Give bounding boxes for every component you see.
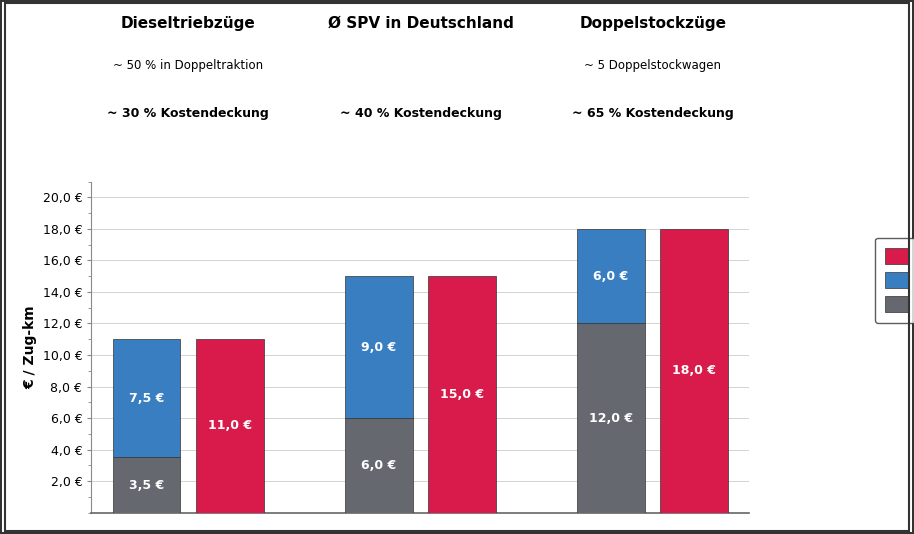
Text: Doppelstockzüge: Doppelstockzüge [579, 16, 727, 31]
Text: 12,0 €: 12,0 € [589, 412, 633, 425]
Text: 6,0 €: 6,0 € [361, 459, 397, 472]
Bar [196, 339, 263, 513]
Text: 3,5 €: 3,5 € [129, 478, 165, 492]
Text: Ø SPV in Deutschland: Ø SPV in Deutschland [327, 16, 514, 31]
Bar [578, 324, 645, 513]
Text: ~ 50 % in Doppeltraktion: ~ 50 % in Doppeltraktion [113, 59, 263, 72]
Text: 15,0 €: 15,0 € [440, 388, 484, 401]
Text: 9,0 €: 9,0 € [361, 341, 397, 354]
Bar [345, 276, 413, 418]
Text: ~ 65 % Kostendeckung: ~ 65 % Kostendeckung [572, 107, 734, 120]
Text: 11,0 €: 11,0 € [207, 419, 252, 433]
Text: ~ 5 Doppelstockwagen: ~ 5 Doppelstockwagen [584, 59, 721, 72]
Text: Dieseltriebzüge: Dieseltriebzüge [121, 16, 256, 31]
Bar [428, 276, 496, 513]
Bar [112, 339, 180, 458]
Text: 6,0 €: 6,0 € [593, 270, 629, 282]
Bar [112, 458, 180, 513]
Text: 7,5 €: 7,5 € [129, 392, 165, 405]
Bar [578, 229, 645, 324]
Bar [345, 418, 413, 513]
Text: ~ 30 % Kostendeckung: ~ 30 % Kostendeckung [107, 107, 269, 120]
Y-axis label: € / Zug-km: € / Zug-km [23, 305, 37, 389]
Legend: Kosten, Zuschuss, Erlöse: Kosten, Zuschuss, Erlöse [875, 238, 914, 323]
Text: 18,0 €: 18,0 € [673, 364, 717, 377]
Bar [661, 229, 728, 513]
Text: ~ 40 % Kostendeckung: ~ 40 % Kostendeckung [339, 107, 502, 120]
